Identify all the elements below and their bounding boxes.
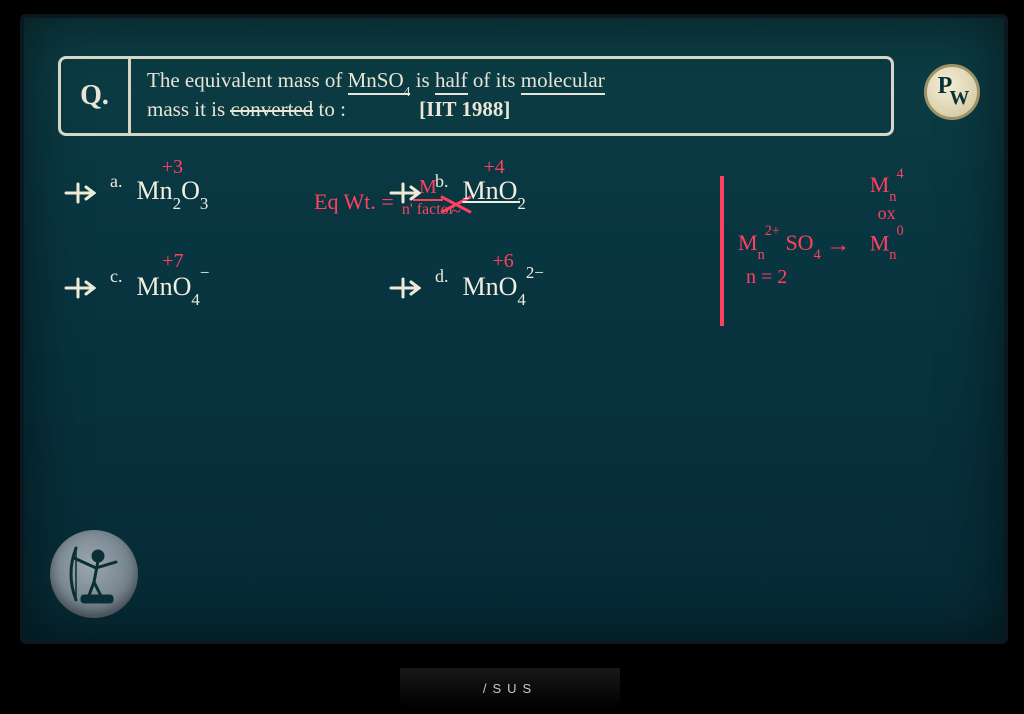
option-c-label: c. — [110, 266, 123, 287]
question-label: Q. — [61, 59, 131, 133]
q-part: to : — [313, 97, 346, 121]
side-products: Mn4 ox Mn0 — [870, 172, 904, 260]
side-so4: SO — [785, 230, 813, 255]
side-mn-sub: n — [758, 247, 765, 263]
arrow-icon — [389, 275, 421, 301]
q-part: is — [410, 68, 435, 92]
option-c-ox: +7 — [162, 250, 183, 273]
monitor-frame: PW Q. The equivalent mass of MnSO4 is ha… — [0, 0, 1024, 714]
archer-icon — [50, 530, 138, 618]
side-mn-sup: 2+ — [765, 223, 780, 239]
q-part: mass it is — [147, 97, 230, 121]
side-mn: M — [738, 230, 758, 255]
badge-p: P — [938, 73, 950, 100]
monitor-brand: /SUS — [400, 668, 620, 708]
side-mn0-sub: n — [889, 247, 896, 263]
option-a-label: a. — [110, 171, 123, 192]
side-n-eq: n = 2 — [746, 266, 998, 289]
option-c-text: MnO4− — [137, 272, 210, 301]
side-mn0: Mn0 — [870, 230, 904, 261]
arrow-icon — [389, 180, 421, 206]
side-mn0-sup: 0 — [896, 223, 903, 239]
q-part: The equivalent mass of — [147, 68, 348, 92]
side-mn4-sub: n — [889, 189, 896, 205]
vertical-divider — [720, 176, 724, 326]
side-mn4-sup: 4 — [896, 166, 903, 182]
side-line1: Mn2+ SO4 → Mn4 ox Mn0 — [738, 172, 998, 260]
option-d-ox: +6 — [493, 250, 514, 273]
option-d-label: d. — [435, 266, 449, 287]
badge-w: W — [949, 87, 966, 110]
q-strike-converted: converted — [230, 96, 313, 122]
question-tag: [IIT 1988] — [419, 96, 510, 122]
option-d[interactable]: d. +6 MnO42− — [389, 270, 714, 306]
question-text: The equivalent mass of MnSO4 is half of … — [131, 59, 891, 133]
option-a-formula: +3 Mn2O3 — [137, 176, 209, 210]
options-grid: a. +3 Mn2O3 b. +4 MnO2 ~ — [64, 176, 714, 306]
option-c-formula: +7 MnO4− — [137, 270, 210, 306]
option-a-text: Mn2O3 — [137, 176, 209, 205]
side-working: Mn2+ SO4 → Mn4 ox Mn0 n = 2 — [738, 172, 998, 289]
option-b-label: b. — [435, 171, 449, 192]
side-mn0-m: M — [870, 230, 890, 255]
option-row: c. +7 MnO4− d. +6 MnO42− — [64, 270, 714, 306]
q-underline-half: half — [435, 68, 468, 95]
side-so4-sub: 4 — [814, 247, 821, 263]
side-ox: ox — [870, 203, 904, 224]
option-d-text: MnO42− — [463, 272, 544, 301]
question-box: Q. The equivalent mass of MnSO4 is half … — [58, 56, 894, 136]
q-mnso4-sub: 4 — [404, 84, 411, 99]
pw-badge: PW — [924, 64, 980, 120]
arrow-icon — [64, 275, 96, 301]
option-a[interactable]: a. +3 Mn2O3 — [64, 176, 389, 210]
arrow-icon — [64, 180, 96, 206]
option-a-ox: +3 — [162, 156, 183, 179]
option-b-formula: +4 MnO2 — [463, 176, 526, 210]
q-part: of its — [468, 68, 521, 92]
option-b-text: MnO2 — [463, 176, 526, 205]
tilde-annotation: ~ — [451, 201, 461, 222]
arrow-right-icon: → — [826, 232, 850, 258]
option-b[interactable]: b. +4 MnO2 ~ — [389, 176, 714, 210]
q-underline-mnso4: MnSO4 — [348, 68, 411, 95]
side-mn4-m: M — [870, 172, 890, 197]
option-row: a. +3 Mn2O3 b. +4 MnO2 ~ — [64, 176, 714, 210]
q-mnso4: MnSO — [348, 68, 404, 92]
option-d-formula: +6 MnO42− — [463, 270, 544, 306]
screen-area: PW Q. The equivalent mass of MnSO4 is ha… — [20, 14, 1008, 644]
q-underline-molecular: molecular — [521, 68, 605, 95]
side-mn4: Mn4 — [870, 172, 904, 197]
option-c[interactable]: c. +7 MnO4− — [64, 270, 389, 306]
option-b-ox: +4 — [484, 156, 505, 179]
